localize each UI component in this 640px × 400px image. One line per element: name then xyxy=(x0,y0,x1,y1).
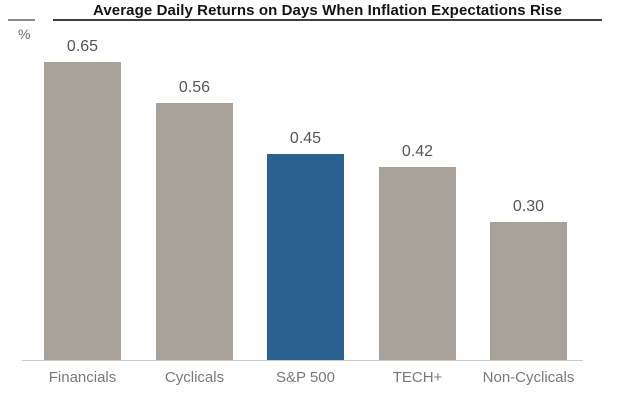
bar-value-label: 0.56 xyxy=(178,79,211,96)
category-label: S&P 500 xyxy=(276,369,335,386)
bar-non-cyclicals xyxy=(490,222,567,360)
chart-title: Average Daily Returns on Days When Infla… xyxy=(92,2,563,19)
category-label: Non-Cyclicals xyxy=(482,369,575,386)
bar-cyclicals xyxy=(156,103,233,360)
bar-value-label: 0.42 xyxy=(401,143,434,160)
title-stub-line xyxy=(8,19,35,21)
y-axis-unit-label: % xyxy=(18,26,31,42)
x-axis-line xyxy=(22,360,583,361)
category-label: TECH+ xyxy=(392,369,443,386)
bar-tech- xyxy=(379,167,456,360)
bar-value-label: 0.65 xyxy=(66,38,99,55)
title-underline xyxy=(53,19,602,21)
bar-value-label: 0.45 xyxy=(289,130,322,147)
category-label: Financials xyxy=(48,369,117,386)
bar-s-p-500 xyxy=(267,154,344,360)
bar-financials xyxy=(44,62,121,360)
bar-value-label: 0.30 xyxy=(512,198,545,215)
category-label: Cyclicals xyxy=(164,369,225,386)
